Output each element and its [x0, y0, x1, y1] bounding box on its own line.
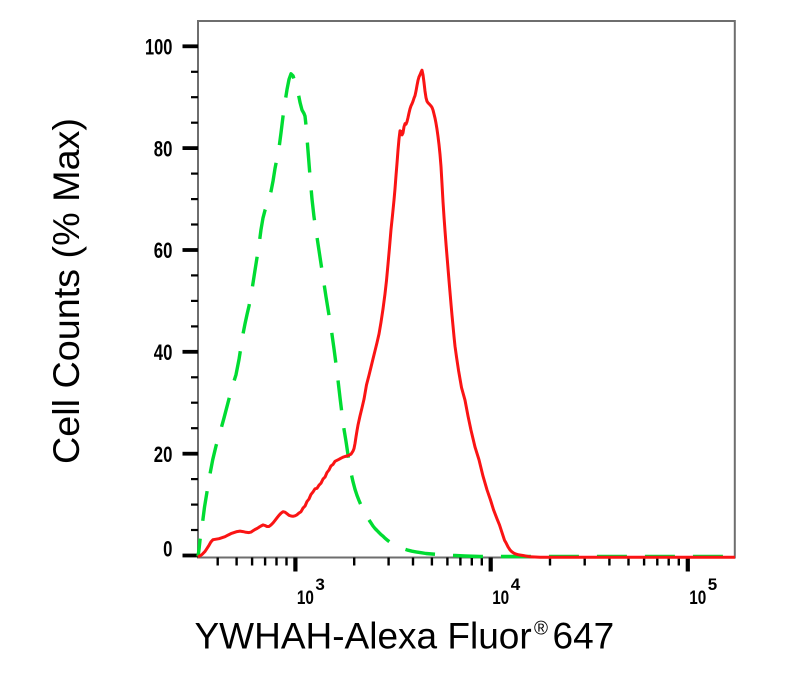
svg-text:60: 60 — [154, 238, 173, 263]
svg-text:20: 20 — [154, 442, 173, 467]
svg-text:647: 647 — [553, 616, 615, 657]
svg-text:®: ® — [534, 619, 548, 640]
svg-text:10: 10 — [492, 587, 509, 609]
svg-text:4: 4 — [511, 575, 521, 594]
svg-text:10: 10 — [297, 587, 314, 609]
svg-text:10: 10 — [689, 587, 706, 609]
svg-text:100: 100 — [145, 35, 172, 60]
svg-text:0: 0 — [163, 536, 172, 561]
svg-text:Cell Counts (% Max): Cell Counts (% Max) — [46, 118, 87, 464]
svg-text:3: 3 — [315, 575, 324, 594]
svg-text:80: 80 — [154, 136, 173, 161]
svg-text:YWHAH-Alexa Fluor: YWHAH-Alexa Fluor — [195, 616, 532, 657]
svg-text:40: 40 — [154, 340, 173, 365]
svg-text:5: 5 — [708, 575, 717, 594]
